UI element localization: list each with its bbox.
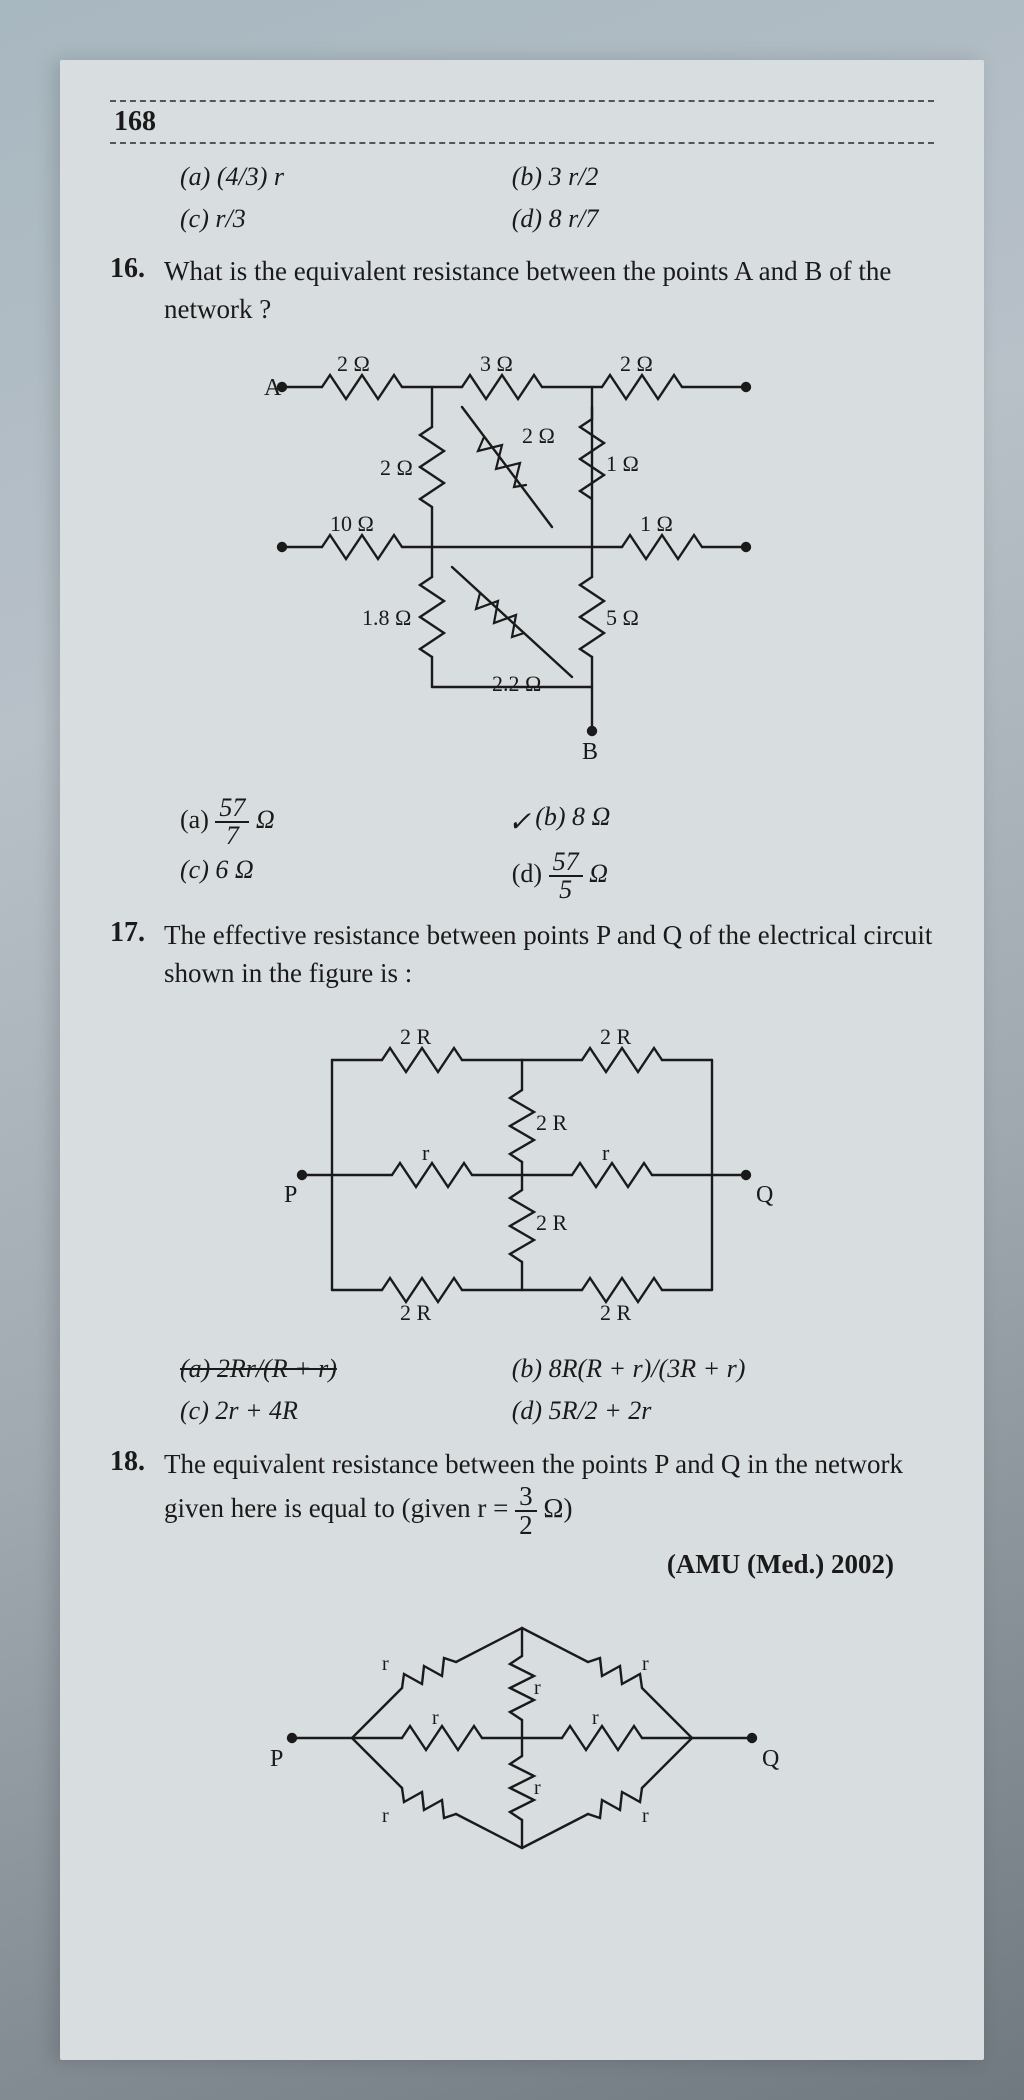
- svg-text:3 Ω: 3 Ω: [480, 351, 513, 376]
- svg-text:2 R: 2 R: [536, 1210, 568, 1235]
- svg-text:r: r: [642, 1805, 649, 1827]
- q18-source: (AMU (Med.) 2002): [110, 1549, 894, 1580]
- page-number: 168: [110, 106, 934, 138]
- q17-options: (a) 2Rr/(R + r) (b) 8R(R + r)/(3R + r) (…: [180, 1348, 934, 1431]
- svg-text:Q: Q: [756, 1182, 773, 1208]
- svg-text:Q: Q: [762, 1746, 779, 1772]
- q17-circuit: 2 R 2 R P r r Q 2 R: [242, 1010, 802, 1330]
- svg-text:r: r: [382, 1653, 389, 1675]
- q16: 16. What is the equivalent resistance be…: [110, 253, 934, 329]
- svg-text:2 Ω: 2 Ω: [620, 351, 653, 376]
- q16-opt-c: (c) 6 Ω: [180, 849, 512, 903]
- q18-text: The equivalent resistance between the po…: [164, 1446, 934, 1540]
- svg-text:2 R: 2 R: [400, 1300, 432, 1325]
- svg-text:P: P: [270, 1746, 283, 1772]
- top-dash-2: [110, 142, 934, 144]
- q15-options: (a) (4/3) r (b) 3 r/2 (c) r/3 (d) 8 r/7: [180, 156, 934, 239]
- q18-number: 18.: [110, 1446, 164, 1540]
- q16-circuit: A 2 Ω 3 Ω 2 Ω 2 Ω 2 Ω 1 Ω: [222, 347, 822, 777]
- q16-options: (a) 577 Ω ✓(b) 8 Ω (c) 6 Ω (d) 575 Ω: [180, 795, 934, 903]
- svg-text:r: r: [534, 1777, 541, 1799]
- q17: 17. The effective resistance between poi…: [110, 917, 934, 993]
- q16-opt-d: (d) 575 Ω: [512, 849, 844, 903]
- svg-text:10 Ω: 10 Ω: [330, 511, 374, 536]
- svg-text:2 R: 2 R: [536, 1110, 568, 1135]
- top-dash-1: [110, 100, 934, 102]
- svg-text:r: r: [602, 1140, 610, 1165]
- q17-number: 17.: [110, 917, 164, 993]
- q16-number: 16.: [110, 253, 164, 329]
- q15-opt-d: (d) 8 r/7: [512, 198, 844, 240]
- q16-text: What is the equivalent resistance betwee…: [164, 253, 934, 329]
- q17-opt-b: (b) 8R(R + r)/(3R + r): [512, 1348, 844, 1390]
- q15-opt-b: (b) 3 r/2: [512, 156, 844, 198]
- q18: 18. The equivalent resistance between th…: [110, 1446, 934, 1540]
- svg-text:1.8 Ω: 1.8 Ω: [362, 605, 411, 630]
- q18-circuit: P Q r r r r: [242, 1598, 802, 1878]
- q16-opt-a: (a) 577 Ω: [180, 795, 512, 849]
- q17-opt-a: (a) 2Rr/(R + r): [180, 1348, 512, 1390]
- svg-text:r: r: [432, 1707, 439, 1729]
- svg-text:2 Ω: 2 Ω: [380, 455, 413, 480]
- svg-text:2 R: 2 R: [600, 1024, 632, 1049]
- svg-text:r: r: [534, 1677, 541, 1699]
- svg-text:2 Ω: 2 Ω: [337, 351, 370, 376]
- q17-opt-d: (d) 5R/2 + 2r: [512, 1390, 844, 1432]
- svg-text:B: B: [582, 739, 598, 765]
- q17-opt-c: (c) 2r + 4R: [180, 1390, 512, 1432]
- q15-opt-a: (a) (4/3) r: [180, 156, 512, 198]
- svg-text:P: P: [284, 1182, 297, 1208]
- svg-text:2.2 Ω: 2.2 Ω: [492, 671, 541, 696]
- q16-opt-b: ✓(b) 8 Ω: [512, 795, 844, 849]
- svg-text:2 R: 2 R: [600, 1300, 632, 1325]
- svg-text:1 Ω: 1 Ω: [640, 511, 673, 536]
- svg-text:r: r: [382, 1805, 389, 1827]
- q15-opt-c: (c) r/3: [180, 198, 512, 240]
- svg-text:5 Ω: 5 Ω: [606, 605, 639, 630]
- page-content: 168 (a) (4/3) r (b) 3 r/2 (c) r/3 (d) 8 …: [60, 60, 984, 2060]
- q17-text: The effective resistance between points …: [164, 917, 934, 993]
- svg-text:2 R: 2 R: [400, 1024, 432, 1049]
- svg-text:2 Ω: 2 Ω: [522, 423, 555, 448]
- svg-text:r: r: [642, 1653, 649, 1675]
- svg-text:r: r: [592, 1707, 599, 1729]
- svg-text:1 Ω: 1 Ω: [606, 451, 639, 476]
- tick-icon: ✓: [508, 801, 531, 846]
- svg-text:A: A: [264, 375, 282, 401]
- svg-text:r: r: [422, 1140, 430, 1165]
